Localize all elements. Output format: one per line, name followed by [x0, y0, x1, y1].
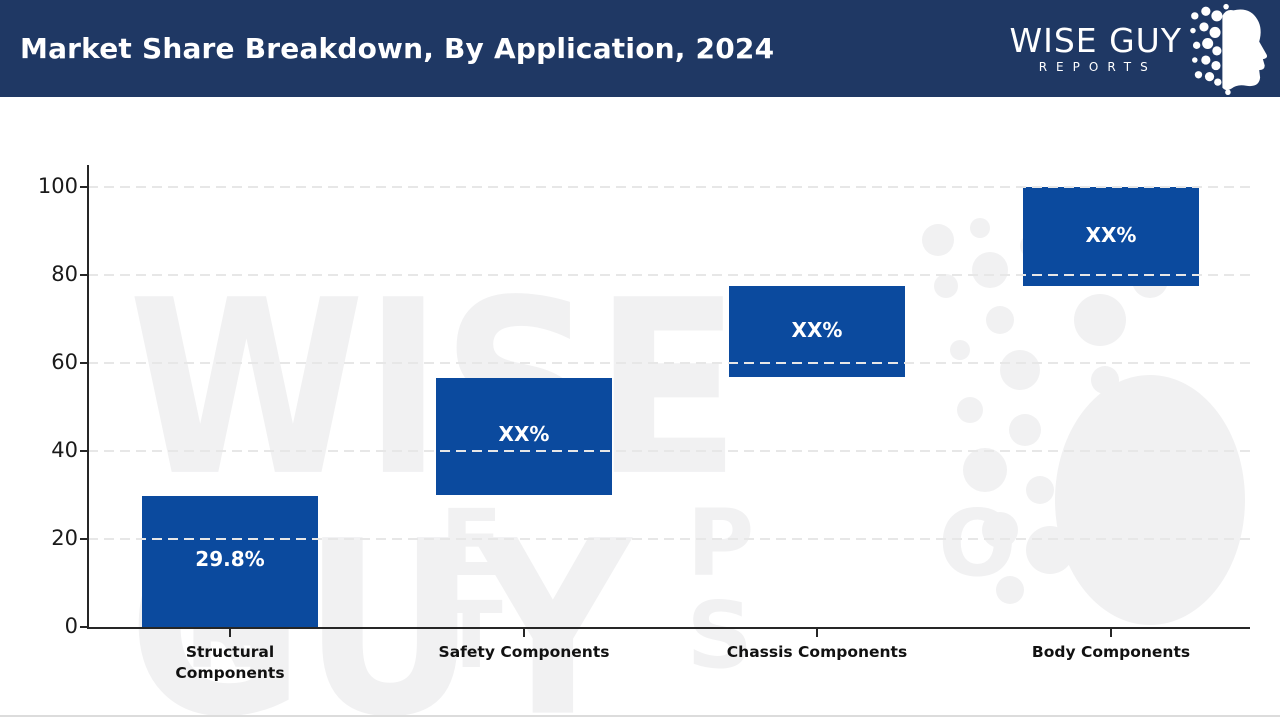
header: Market Share Breakdown, By Application, … [0, 0, 1280, 97]
y-tick-label: 60 [51, 350, 78, 374]
bar-value-label: XX% [1085, 222, 1137, 247]
gridline [88, 538, 1250, 540]
page-title: Market Share Breakdown, By Application, … [20, 32, 775, 65]
bar-value-label: XX% [791, 317, 843, 342]
x-category-label: Safety Components [438, 643, 610, 661]
y-axis-line [87, 165, 89, 627]
y-tick-mark [80, 186, 88, 188]
bar [1023, 187, 1199, 286]
y-tick-label: 80 [51, 262, 78, 286]
logo-line1: WISE GUY [1009, 20, 1182, 60]
gridline [88, 362, 1250, 364]
logo-text: WISE GUY REPORTS [1009, 24, 1182, 74]
bottom-divider [0, 715, 1280, 717]
y-tick-mark [80, 362, 88, 364]
y-tick-mark [80, 538, 88, 540]
bar-value-label: 29.8% [195, 547, 265, 572]
x-category-label: Body Components [1031, 643, 1191, 661]
bar [729, 286, 905, 378]
logo-line2: REPORTS [1038, 59, 1157, 74]
y-tick-mark [80, 450, 88, 452]
y-tick-label: 20 [51, 526, 78, 550]
bar-value-label: XX% [498, 422, 550, 447]
bar [142, 495, 318, 627]
y-tick-mark [80, 274, 88, 276]
y-tick-label: 40 [51, 438, 78, 462]
x-tick-mark [1110, 629, 1112, 637]
face-profile-icon [1190, 3, 1268, 95]
bar [436, 377, 612, 495]
gridline [88, 450, 1250, 452]
y-tick-mark [80, 626, 88, 628]
gridline [88, 274, 1250, 276]
x-category-label: Chassis Components [726, 643, 908, 661]
x-tick-mark [523, 629, 525, 637]
x-tick-mark [229, 629, 231, 637]
market-share-chart: 0 20 40 60 80 100 29.8% Structural Components XX… [0, 97, 1280, 720]
x-tick-mark [816, 629, 818, 637]
y-tick-label: 100 [37, 174, 78, 198]
wiseguy-logo: WISE GUY REPORTS [1009, 3, 1270, 95]
gridline [88, 186, 1250, 188]
x-axis-line [87, 627, 1250, 629]
x-category-label: Structural Components [175, 643, 285, 682]
y-tick-label: 0 [64, 614, 78, 638]
